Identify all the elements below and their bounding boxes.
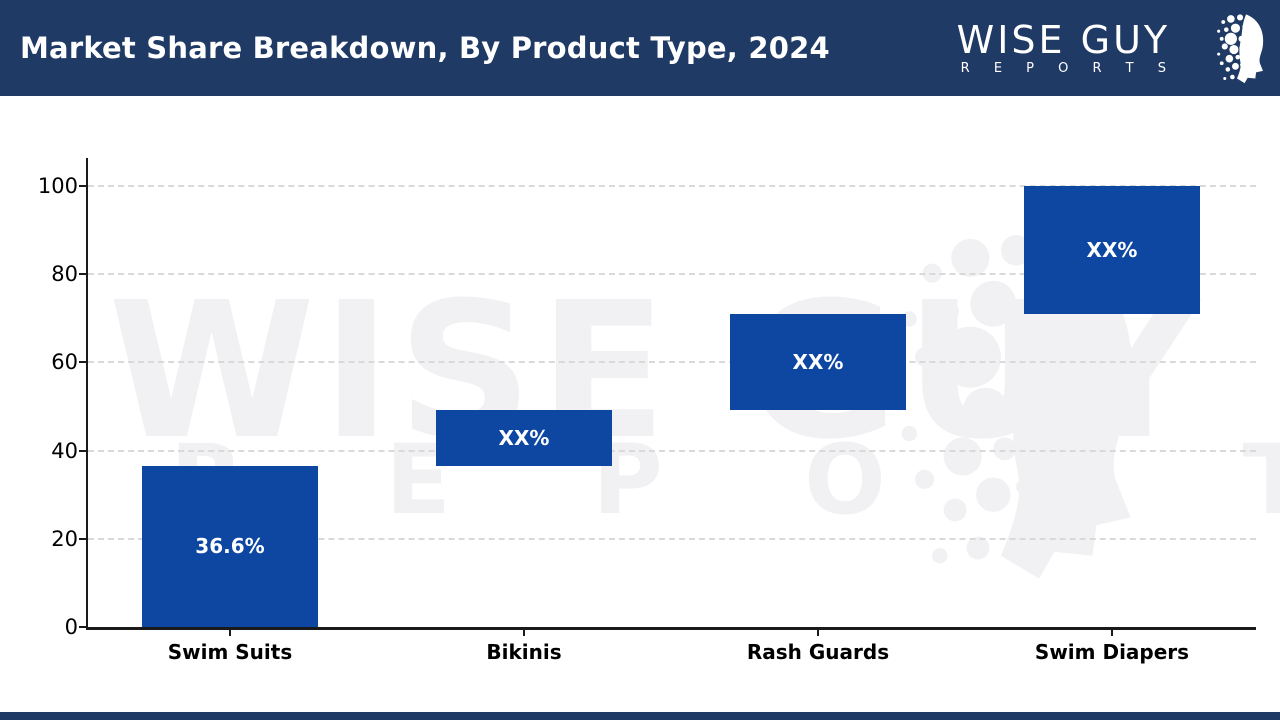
logo-subtitle: R E P O R T S	[960, 61, 1176, 76]
x-tick-mark	[817, 628, 819, 636]
footer-bar	[0, 712, 1280, 720]
y-tick-label: 20	[51, 526, 78, 551]
y-tick-mark	[79, 361, 88, 364]
y-gridline	[88, 537, 1256, 540]
logo-text: WISE GUY R E P O R T S	[957, 21, 1176, 75]
bar-rash-guards: XX%	[730, 314, 906, 411]
bar-swim-diapers: XX%	[1024, 186, 1200, 315]
y-tick-mark	[79, 537, 88, 540]
x-tick-label: Bikinis	[486, 640, 562, 664]
bar-value-label: 36.6%	[195, 534, 265, 559]
logo-wordmark: WISE GUY	[956, 18, 1171, 62]
bar-bikinis: XX%	[436, 410, 612, 466]
y-tick-label: 60	[51, 350, 78, 375]
header-bar: Market Share Breakdown, By Product Type,…	[0, 0, 1280, 96]
y-tick-label: 40	[51, 438, 78, 463]
bar-value-label: XX%	[1086, 238, 1138, 263]
y-tick-mark	[79, 626, 88, 628]
y-tick-label: 80	[51, 262, 78, 287]
x-tick-mark	[229, 628, 231, 636]
x-tick-mark	[1111, 628, 1113, 636]
dotted-head-profile-icon	[1217, 14, 1264, 84]
x-tick-mark	[523, 628, 525, 636]
y-tick-label: 0	[64, 615, 78, 639]
y-tick-mark	[79, 449, 88, 452]
y-gridline	[88, 449, 1256, 452]
y-tick-mark	[79, 185, 88, 187]
y-tick-label: 100	[37, 174, 78, 198]
x-tick-label: Swim Diapers	[1034, 640, 1190, 664]
x-tick-label: Rash Guards	[746, 640, 890, 664]
y-axis-line	[86, 158, 88, 629]
waterfall-chart: 0 20 40 60 80 100 36.6% Swim Suits XX% Bikinis XX%…	[0, 96, 1280, 712]
y-gridline	[88, 185, 1256, 187]
x-axis-line	[86, 627, 1256, 630]
y-gridline	[88, 273, 1256, 276]
page-title: Market Share Breakdown, By Product Type,…	[20, 31, 830, 65]
bar-value-label: XX%	[792, 350, 844, 375]
x-tick-label: Swim Suits	[167, 640, 293, 664]
y-gridline	[88, 361, 1256, 364]
bar-value-label: XX%	[498, 425, 550, 450]
y-tick-mark	[79, 273, 88, 276]
bar-swim-suits: 36.6%	[142, 465, 318, 627]
wise-guy-reports-logo: WISE GUY R E P O R T S	[957, 9, 1266, 87]
